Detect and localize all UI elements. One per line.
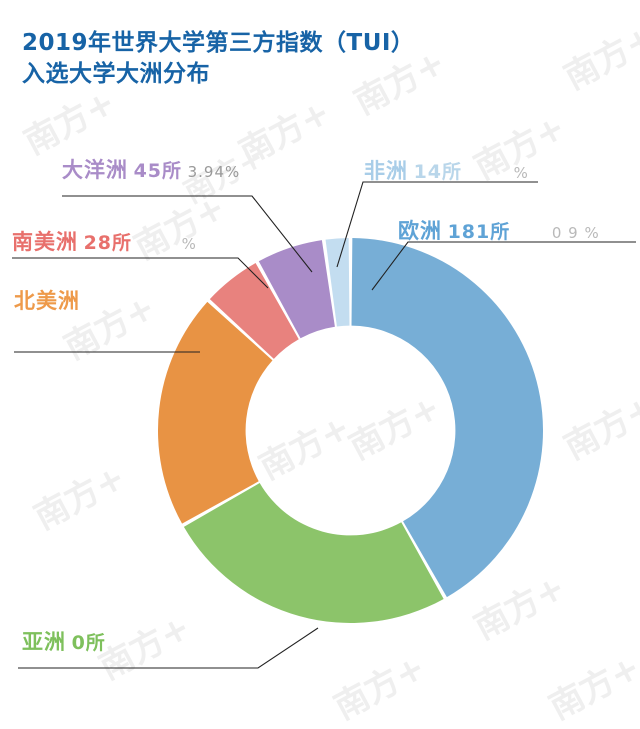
donut-chart-svg [158,238,543,623]
label-asia-count: 0所 [71,632,106,654]
label-africa: 非洲 14所 % [364,155,529,185]
label-north-america: 北美洲 [14,285,80,315]
label-europe-percent: 0 9 % [551,224,600,242]
leader-line-oceania [62,195,313,273]
leader-lines [12,181,636,669]
label-south-america-percent: % [181,235,197,253]
label-africa-name: 非洲 [364,159,408,183]
label-europe: 欧洲 181所 0 9 % [398,215,600,245]
donut-slice-亚洲[interactable] [183,483,444,623]
leader-line-europe [371,241,636,291]
label-south-america-name: 南美洲 [12,230,78,254]
donut-slice-非洲[interactable] [325,238,350,327]
donut-chart [158,238,543,623]
label-oceania-count: 45所 [133,160,183,182]
label-asia-name: 亚洲 [22,630,66,654]
leader-line-south-america [12,257,269,289]
leader-line-africa [336,181,538,268]
donut-slice-欧洲[interactable] [351,238,543,598]
page-title: 2019年世界大学第三方指数（TUI） 入选大学大洲分布 [22,28,452,90]
donut-slice-南美洲[interactable] [209,263,299,359]
label-south-america: 南美洲 28所 % [12,226,197,256]
label-europe-count: 181所 [447,221,511,243]
label-asia: 亚洲 0所 [22,626,106,656]
label-oceania-name: 大洋洲 [62,158,128,182]
donut-slice-北美洲[interactable] [158,301,273,524]
page-title-line-2: 入选大学大洲分布 [22,61,210,87]
label-europe-name: 欧洲 [398,219,442,243]
leader-line-asia [18,627,319,669]
label-oceania-percent: 3.94% [187,163,241,181]
page-title-line-1: 2019年世界大学第三方指数（TUI） [22,30,415,56]
label-south-america-count: 28所 [83,232,133,254]
label-africa-percent: % [513,164,529,182]
label-oceania: 大洋洲 45所 3.94% [62,154,240,184]
label-africa-count: 14所 [413,161,463,183]
donut-slice-大洋洲[interactable] [258,240,335,339]
label-north-america-name: 北美洲 [14,289,80,313]
